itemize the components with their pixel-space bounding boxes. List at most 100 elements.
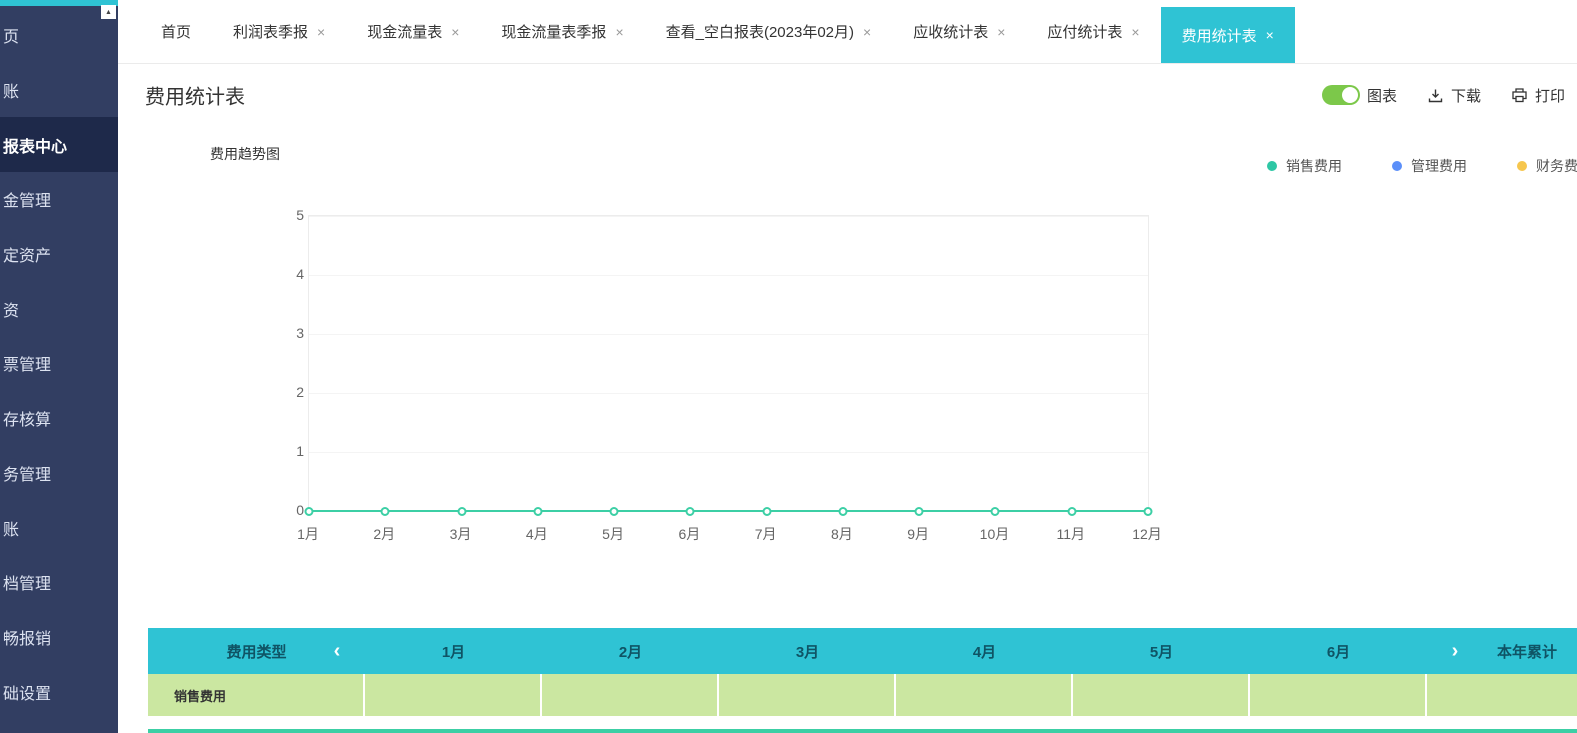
- tab[interactable]: 查看_空白报表(2023年02月) ×: [645, 0, 893, 63]
- legend-dot-icon: [1267, 161, 1277, 171]
- chart-section: 费用趋势图 销售费用 管理费用 财务费用 5 4 3 2 1 0 1月 2月 3月 4月 5月 6月 7月…: [118, 126, 1577, 562]
- prev-month-arrow[interactable]: ‹: [333, 639, 341, 662]
- legend-item[interactable]: 销售费用: [1267, 156, 1342, 176]
- data-point-marker: [1143, 506, 1153, 516]
- tab-close-icon[interactable]: ×: [317, 23, 326, 40]
- data-point-marker: [380, 506, 390, 516]
- sidebar-item[interactable]: 页: [3, 29, 20, 47]
- data-point-marker: [838, 506, 848, 516]
- x-tick-label: 1月: [297, 526, 319, 542]
- tab[interactable]: 现金流量表季报 ×: [480, 0, 644, 63]
- sidebar-items: 页账报表中心 金管理 定资产资票管理 存核算 务管理账档管理 畅报销 础设置: [0, 8, 118, 719]
- column-header: 2月: [618, 643, 643, 661]
- sidebar-item[interactable]: 报表中心: [0, 117, 118, 173]
- x-tick-label: 8月: [831, 526, 853, 542]
- table-cell: [1073, 674, 1250, 716]
- tab[interactable]: 利润表季报 ×: [212, 0, 346, 63]
- table-cell: [1427, 674, 1577, 716]
- table-row-partial: [148, 716, 1577, 729]
- legend-item[interactable]: 管理费用: [1392, 156, 1467, 176]
- data-point-marker: [304, 506, 314, 516]
- tab-close-icon[interactable]: ×: [615, 23, 624, 40]
- sidebar-item[interactable]: 账: [3, 84, 20, 102]
- legend-dot-icon: [1392, 161, 1402, 171]
- table-cell: [896, 674, 1073, 716]
- row-label-cell: 销售费用: [148, 674, 365, 716]
- download-label: 下载: [1450, 87, 1481, 105]
- sidebar-item[interactable]: 票管理: [3, 357, 52, 375]
- x-tick-label: 6月: [678, 526, 701, 542]
- data-point-marker: [914, 506, 924, 516]
- download-button[interactable]: 下载: [1427, 85, 1481, 106]
- x-tick-label: 12月: [1132, 526, 1162, 542]
- print-button[interactable]: 打印: [1511, 85, 1565, 106]
- table-cell: [1250, 674, 1427, 716]
- legend-item[interactable]: 财务费用: [1517, 156, 1577, 176]
- column-header: 费用类型: [226, 643, 287, 661]
- legend-label: 管理费用: [1411, 158, 1467, 174]
- chart-legend: 销售费用 管理费用 财务费用: [1267, 156, 1577, 176]
- column-header: 1月: [441, 643, 466, 661]
- tab[interactable]: 首页: [140, 0, 212, 63]
- sidebar-item[interactable]: 账: [3, 521, 20, 539]
- sidebar-scroll-up-button[interactable]: ▲: [101, 5, 116, 19]
- data-point-marker: [685, 506, 695, 516]
- next-month-arrow[interactable]: ›: [1451, 639, 1459, 662]
- toolbar: 图表 下载 打印: [1321, 64, 1565, 126]
- data-point-marker: [1067, 506, 1077, 516]
- y-tick-label: 2: [296, 384, 304, 400]
- sidebar-item[interactable]: 畅报销: [3, 630, 52, 648]
- download-icon: [1428, 89, 1443, 102]
- sidebar-item[interactable]: 定资产: [3, 248, 52, 266]
- sidebar-item[interactable]: 务管理: [3, 466, 52, 484]
- column-header: 6月: [1326, 643, 1351, 661]
- gridline: [309, 275, 1148, 276]
- data-point-marker: [990, 506, 1000, 516]
- legend-label: 财务费用: [1536, 158, 1577, 174]
- tab-close-icon[interactable]: ×: [451, 23, 460, 40]
- expense-table: ‹ › 费用类型 1月 2月 3月 4月 5月 6月 本年累计 销售费用: [148, 628, 1577, 729]
- page-header: 费用统计表 图表 下载 打印: [118, 64, 1577, 126]
- series-layer: [304, 216, 1153, 516]
- x-tick-label: 9月: [907, 526, 930, 542]
- tab-close-icon[interactable]: ×: [1265, 27, 1274, 43]
- sidebar-item[interactable]: 存核算: [3, 412, 52, 430]
- sidebar-item[interactable]: 础设置: [3, 685, 52, 703]
- column-header: 本年累计: [1496, 643, 1557, 661]
- tab-label: 利润表季报: [233, 24, 309, 41]
- bottom-scroll-strip: [148, 729, 1577, 733]
- sidebar-top-strip: [0, 0, 118, 6]
- tab[interactable]: 应收统计表 ×: [892, 0, 1026, 63]
- column-header: 5月: [1149, 643, 1174, 661]
- tab-label: 首页: [161, 24, 192, 41]
- chart-toggle-label: 图表: [1366, 87, 1397, 105]
- print-label: 打印: [1534, 87, 1565, 105]
- print-icon: [1512, 87, 1527, 102]
- tab-label: 查看_空白报表(2023年02月): [665, 24, 855, 41]
- tab-close-icon[interactable]: ×: [997, 23, 1006, 40]
- gridline: [309, 452, 1148, 453]
- sidebar-item[interactable]: 资: [3, 302, 20, 320]
- y-tick-label: 5: [296, 207, 304, 223]
- gridline: [309, 216, 1148, 217]
- data-point-marker: [457, 506, 467, 516]
- y-tick-label: 1: [296, 443, 304, 459]
- chart-toggle[interactable]: 图表: [1321, 85, 1397, 106]
- tab-bar: 首页 利润表季报 × 现金流量表 × 现金流量表季报 × 查看_空白报表(2023年02月) ×…: [118, 0, 1577, 64]
- sidebar-item[interactable]: 金管理: [3, 193, 52, 211]
- y-axis-labels: 5 4 3 2 1 0: [268, 207, 312, 518]
- tab-close-icon[interactable]: ×: [863, 23, 872, 40]
- tab[interactable]: 费用统计表 ×: [1160, 7, 1295, 63]
- sidebar: ▲ 页账报表中心 金管理 定资产资票管理 存核算 务管理账档管理 畅报销 础设置: [0, 0, 118, 733]
- tab[interactable]: 现金流量表 ×: [346, 0, 480, 63]
- tab-label: 应收统计表: [913, 24, 989, 41]
- tab-label: 费用统计表: [1181, 27, 1257, 45]
- table-cell: [719, 674, 896, 716]
- sidebar-item[interactable]: 档管理: [3, 576, 52, 594]
- tab[interactable]: 应付统计表 ×: [1026, 0, 1160, 63]
- data-point-marker: [533, 506, 543, 516]
- y-tick-label: 3: [296, 325, 304, 341]
- toggle-switch-icon[interactable]: [1321, 85, 1360, 105]
- tab-label: 现金流量表季报: [501, 24, 607, 41]
- tab-close-icon[interactable]: ×: [1131, 23, 1140, 40]
